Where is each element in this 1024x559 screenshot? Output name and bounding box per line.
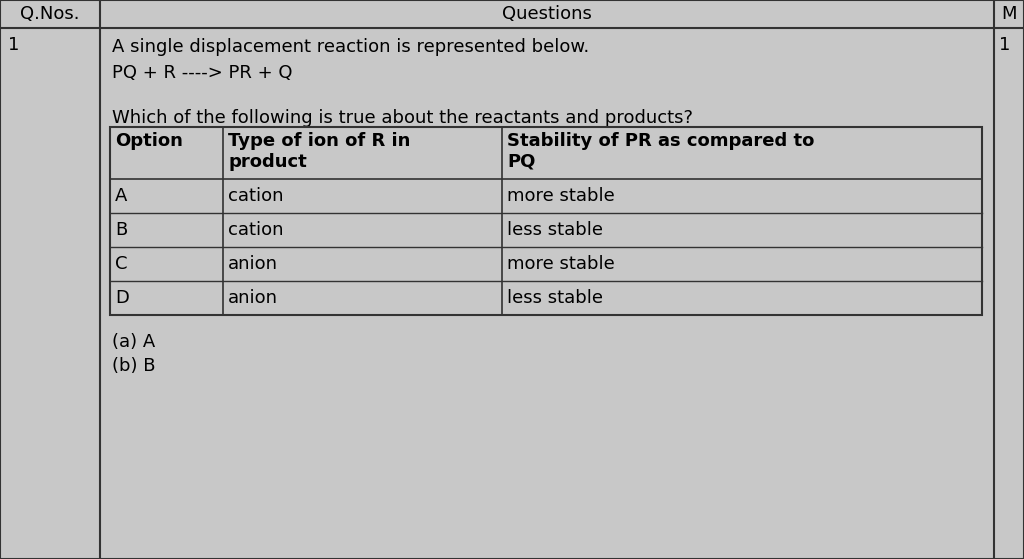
Text: more stable: more stable <box>508 255 615 273</box>
Text: C: C <box>115 255 128 273</box>
Text: Option: Option <box>115 132 183 150</box>
Text: PQ + R ----> PR + Q: PQ + R ----> PR + Q <box>112 64 293 82</box>
Bar <box>110 127 982 315</box>
Text: M: M <box>1001 5 1017 23</box>
Text: A single displacement reaction is represented below.: A single displacement reaction is repres… <box>112 38 589 56</box>
Text: cation: cation <box>228 221 284 239</box>
Text: anion: anion <box>228 255 279 273</box>
Text: D: D <box>115 289 129 307</box>
Text: Q.Nos.: Q.Nos. <box>20 5 80 23</box>
Bar <box>110 127 982 315</box>
Text: 1: 1 <box>999 36 1011 54</box>
Text: (a) A: (a) A <box>112 333 156 351</box>
Text: 1: 1 <box>8 36 19 54</box>
Text: A: A <box>115 187 127 205</box>
Text: Type of ion of R in
product: Type of ion of R in product <box>228 132 411 171</box>
Text: Questions: Questions <box>502 5 592 23</box>
Text: less stable: less stable <box>508 289 603 307</box>
Text: cation: cation <box>228 187 284 205</box>
Text: Stability of PR as compared to
PQ: Stability of PR as compared to PQ <box>508 132 815 171</box>
Text: B: B <box>115 221 127 239</box>
Text: Which of the following is true about the reactants and products?: Which of the following is true about the… <box>112 109 693 127</box>
Text: more stable: more stable <box>508 187 615 205</box>
Text: (b) B: (b) B <box>112 357 156 375</box>
Text: anion: anion <box>228 289 279 307</box>
Text: less stable: less stable <box>508 221 603 239</box>
